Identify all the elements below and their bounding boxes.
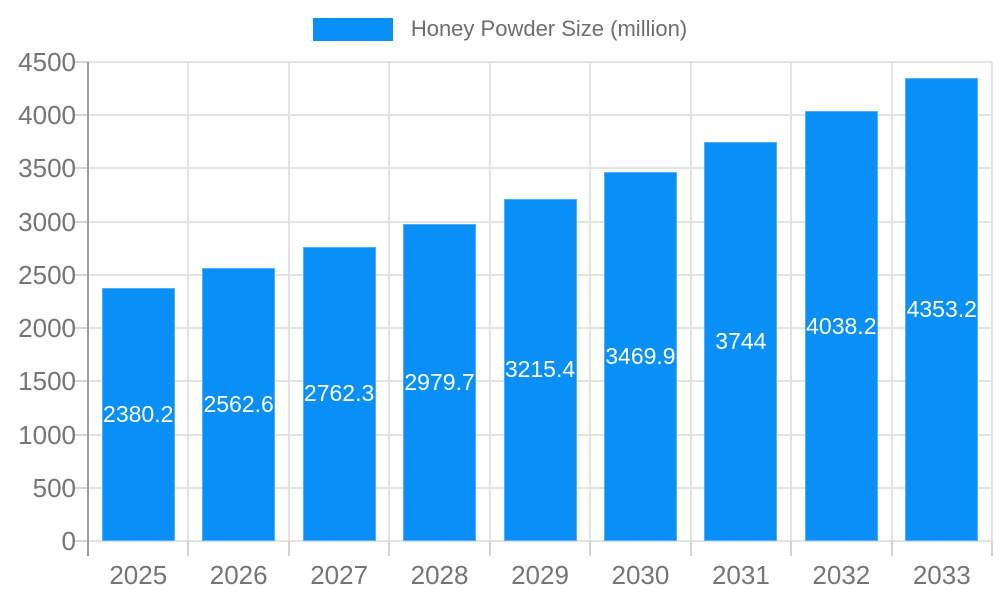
x-axis-label: 2031 [711, 560, 770, 590]
y-axis-tick [75, 273, 88, 276]
bar[interactable]: 3469.9 [603, 171, 677, 541]
gridline-vertical [890, 62, 893, 541]
gridline-vertical [287, 62, 290, 541]
x-axis-tick [488, 541, 491, 556]
y-axis-label: 0 [61, 526, 76, 556]
x-axis-tick [890, 541, 893, 556]
gridline-vertical [589, 62, 592, 541]
gridline-vertical [187, 62, 190, 541]
gridline-vertical [689, 62, 692, 541]
gridline-vertical [488, 62, 491, 541]
x-axis-tick [689, 541, 692, 556]
gridline-horizontal [88, 114, 992, 117]
x-axis-label: 2032 [812, 560, 871, 590]
x-axis-label: 2026 [209, 560, 268, 590]
bar-value-label: 3215.4 [504, 356, 576, 383]
x-axis-labels: 2025 2026 2027 2028 2029 2030 2031 2032 2033 [88, 559, 992, 591]
y-axis-tick [75, 61, 88, 63]
bar-value-label: 2380.2 [103, 400, 174, 427]
bar[interactable]: 2979.7 [403, 223, 477, 541]
y-axis-label: 3000 [18, 206, 76, 237]
x-axis-tick [287, 541, 290, 556]
x-axis-tick [187, 541, 190, 556]
x-axis-tick [589, 541, 592, 556]
y-axis-label: 1500 [18, 366, 76, 397]
y-axis-tick [75, 114, 88, 117]
x-axis-tick [991, 541, 993, 556]
gridline-vertical [790, 62, 793, 541]
bar-value-label: 3469.9 [605, 342, 676, 369]
legend-label: Honey Powder Size (million) [410, 16, 688, 41]
gridline-vertical [388, 62, 391, 541]
x-axis-label: 2027 [310, 560, 369, 590]
y-axis-tick [75, 220, 88, 223]
bar-value-label: 3744 [715, 328, 767, 355]
x-axis-label: 2030 [611, 560, 670, 590]
y-axis-label: 2500 [18, 259, 76, 290]
bar[interactable]: 2762.3 [302, 246, 376, 541]
bar-value-label: 2562.6 [203, 391, 274, 418]
y-axis-label: 1000 [18, 419, 76, 450]
x-axis-tick [388, 541, 391, 556]
bar-value-label: 2762.3 [303, 380, 375, 407]
y-axis-label: 4000 [18, 100, 76, 131]
bar-value-label: 4353.2 [906, 295, 977, 322]
y-axis-label: 500 [32, 472, 76, 503]
bar[interactable]: 3215.4 [503, 198, 577, 541]
bar-value-label: 4038.2 [806, 312, 877, 339]
x-axis-label: 2033 [912, 560, 971, 590]
y-axis-label: 4500 [18, 47, 76, 77]
y-axis-labels: 0 500 1000 1500 2000 2500 3000 3500 4000 4500 [0, 48, 76, 555]
bar[interactable]: 2562.6 [202, 268, 276, 541]
y-axis-tick [75, 486, 88, 489]
legend-swatch [312, 17, 393, 41]
gridline-horizontal [88, 167, 992, 170]
y-axis-line [87, 62, 89, 556]
x-axis-tick [790, 541, 793, 556]
bar[interactable]: 3744 [704, 142, 778, 541]
y-axis-tick [75, 327, 88, 330]
gridline-horizontal [88, 540, 992, 542]
x-axis-label: 2029 [511, 560, 569, 590]
bar[interactable]: 2380.2 [101, 287, 175, 541]
x-axis-label: 2025 [109, 560, 168, 590]
plot-area: 2380.2 2562.6 2762.3 2979.7 3215.4 3469.9 3744… [75, 61, 993, 556]
bar[interactable]: 4353.2 [905, 77, 979, 541]
x-axis-label: 2028 [410, 560, 469, 590]
y-axis-label: 2000 [18, 313, 76, 344]
bar-value-label: 2979.7 [404, 368, 475, 395]
gridline-horizontal [88, 61, 992, 63]
legend[interactable]: Honey Powder Size (million) [0, 16, 1000, 42]
y-axis-label: 3500 [18, 153, 76, 184]
y-axis-tick [75, 540, 88, 542]
bar[interactable]: 4038.2 [804, 111, 878, 541]
gridline-vertical [991, 62, 993, 541]
y-axis-tick [75, 167, 88, 170]
y-axis-tick [75, 433, 88, 436]
y-axis-tick [75, 380, 88, 383]
